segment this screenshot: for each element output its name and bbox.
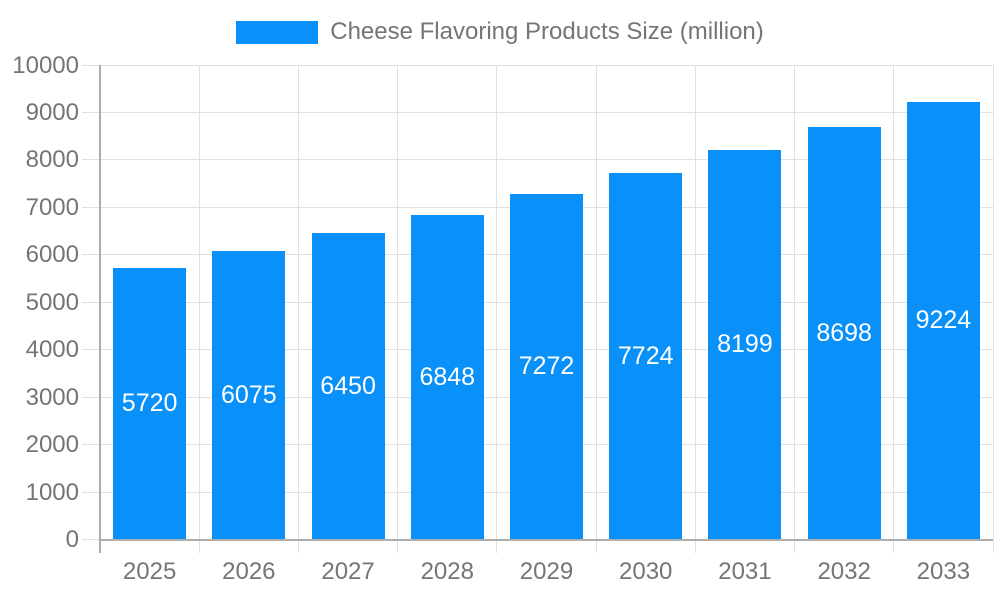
- y-tick: [82, 64, 100, 66]
- y-axis-line: [99, 65, 101, 553]
- bar: 8199: [708, 150, 782, 540]
- v-gridline: [794, 65, 796, 553]
- y-tick: [82, 111, 100, 113]
- y-tick: [82, 159, 100, 161]
- x-axis-label: 2031: [718, 558, 772, 585]
- bar-value-label: 6450: [320, 371, 376, 400]
- h-gridline: [100, 159, 993, 161]
- h-gridline: [100, 111, 993, 113]
- x-axis-label: 2033: [916, 558, 971, 585]
- bar-value-label: 6848: [419, 362, 476, 391]
- y-tick: [82, 254, 100, 256]
- x-axis-label: 2025: [122, 558, 177, 585]
- x-axis-line: [100, 538, 993, 541]
- bar: 5720: [113, 268, 187, 540]
- bar: 6848: [410, 214, 484, 540]
- y-tick: [82, 349, 100, 351]
- v-gridline: [496, 65, 498, 553]
- bar-value-label: 5720: [121, 389, 178, 418]
- y-tick: [82, 301, 100, 303]
- y-axis-label: 8000: [25, 146, 79, 174]
- v-gridline: [297, 65, 299, 553]
- y-tick: [82, 539, 100, 540]
- y-axis-label: 4000: [25, 336, 79, 364]
- legend: Cheese Flavoring Products Size (million): [0, 18, 1000, 46]
- bar-value-label: 7272: [518, 352, 575, 381]
- y-axis-label: 10000: [12, 51, 79, 79]
- h-gridline: [100, 64, 993, 66]
- x-axis-label: 2026: [222, 558, 276, 585]
- bar: 9224: [906, 101, 980, 540]
- y-axis-label: 0: [65, 526, 79, 553]
- bar: 6075: [212, 251, 286, 540]
- v-gridline: [198, 65, 200, 553]
- x-axis-label: 2032: [817, 558, 871, 585]
- x-axis-label: 2030: [619, 558, 673, 585]
- y-axis-label: 5000: [25, 288, 79, 316]
- legend-swatch: [236, 20, 319, 44]
- v-gridline: [397, 65, 399, 553]
- y-axis-label: 7000: [25, 193, 79, 221]
- legend-label: Cheese Flavoring Products Size (million): [330, 18, 764, 45]
- y-axis-label: 1000: [25, 478, 79, 506]
- v-gridline: [893, 65, 895, 553]
- bar: 7272: [510, 194, 583, 540]
- v-gridline: [595, 65, 597, 553]
- bar-value-label: 9224: [915, 306, 972, 335]
- v-gridline: [694, 65, 696, 553]
- v-gridline: [992, 65, 994, 553]
- x-axis-label: 2028: [420, 558, 474, 585]
- y-tick: [82, 206, 100, 208]
- bar: 6450: [311, 233, 385, 540]
- x-axis-label: 2027: [321, 558, 375, 585]
- y-tick: [82, 444, 100, 446]
- bar: 7724: [609, 172, 683, 540]
- x-axis-label: 2029: [519, 558, 574, 585]
- bar: 8698: [807, 126, 881, 540]
- y-axis-label: 6000: [25, 241, 79, 269]
- bar-value-label: 7724: [617, 341, 674, 370]
- y-tick: [82, 396, 100, 398]
- bar-value-label: 8698: [816, 318, 872, 347]
- bar-value-label: 6075: [221, 380, 277, 409]
- y-axis-label: 3000: [25, 383, 79, 411]
- bar-value-label: 8199: [717, 330, 773, 359]
- y-axis-label: 2000: [25, 431, 79, 459]
- y-axis-label: 9000: [25, 98, 79, 126]
- y-tick: [82, 491, 100, 493]
